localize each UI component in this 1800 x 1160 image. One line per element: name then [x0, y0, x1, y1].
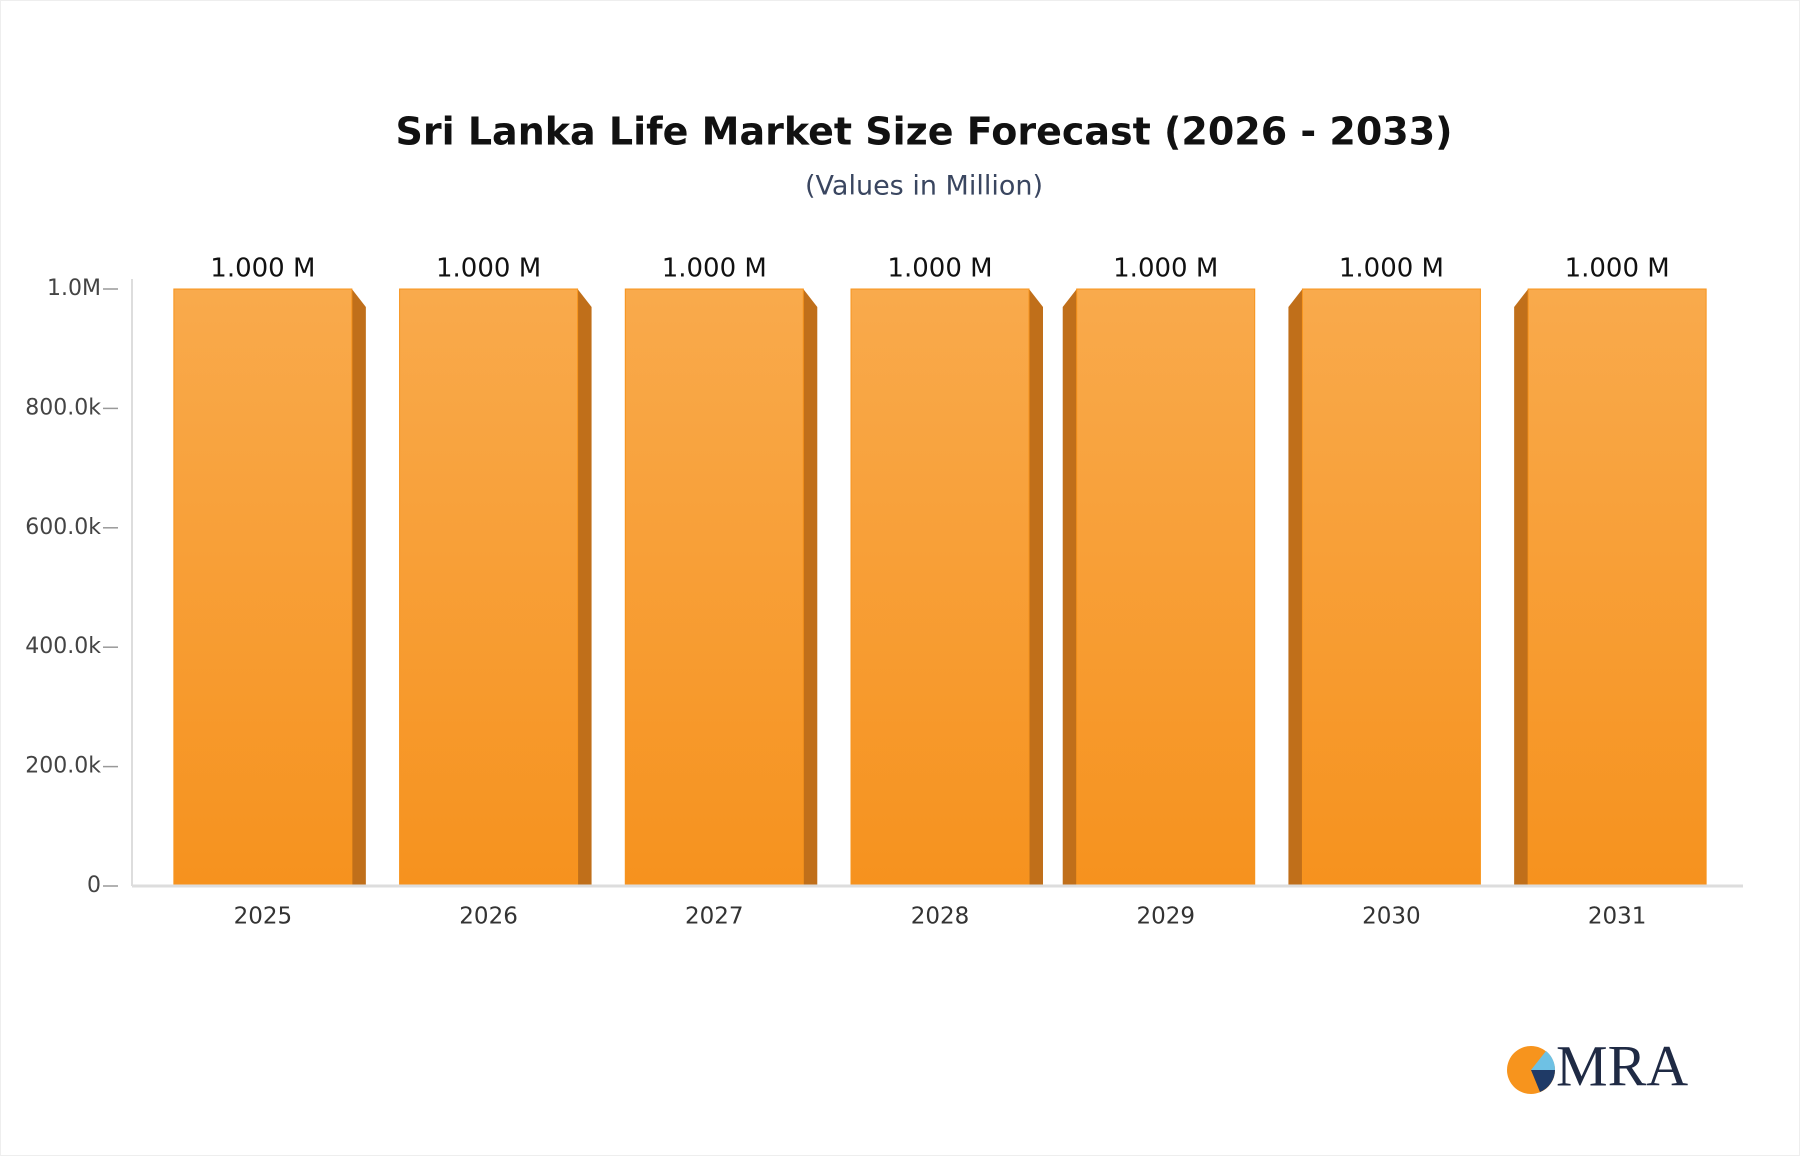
x-tick-label: 2031 [1588, 904, 1647, 930]
bar [1301, 288, 1481, 887]
x-tick-label: 2027 [685, 904, 744, 930]
logo-text: MRA [1556, 1033, 1688, 1098]
x-tick-label: 2026 [459, 904, 518, 930]
data-label: 1.000 M [887, 254, 992, 284]
y-tick-label: 400.0k [25, 634, 101, 659]
bar [1527, 288, 1707, 887]
logo: MRA [1507, 1033, 1688, 1098]
data-label: 1.000 M [1565, 254, 1670, 284]
y-tick-label: 800.0k [25, 395, 101, 420]
bar-side [803, 289, 818, 886]
logo-icon-slice [1531, 1070, 1555, 1092]
x-tick-label: 2028 [911, 904, 970, 930]
bar-side [351, 289, 366, 886]
y-tick-label: 200.0k [25, 754, 101, 779]
y-tick-label: 1.0M [47, 276, 101, 301]
data-label: 1.000 M [1113, 254, 1218, 284]
x-tick-label: 2025 [234, 904, 293, 930]
y-tick-label: 600.0k [25, 515, 101, 540]
bar [624, 288, 804, 887]
chart-title: Sri Lanka Life Market Size Forecast (202… [395, 110, 1452, 154]
bar [1076, 288, 1256, 887]
data-label: 1.000 M [436, 254, 541, 284]
bar [173, 288, 353, 887]
data-label: 1.000 M [662, 254, 767, 284]
bar-side [1288, 289, 1303, 886]
data-label: 1.000 M [1339, 254, 1444, 284]
x-tick-label: 2029 [1136, 904, 1195, 930]
bar [399, 288, 579, 887]
chart-subtitle: (Values in Million) [805, 171, 1043, 202]
bar-side [1062, 289, 1077, 886]
data-label: 1.000 M [210, 254, 315, 284]
bar-side [1029, 289, 1043, 886]
logo-icon-slice [1531, 1051, 1556, 1070]
y-tick-label: 0 [87, 873, 101, 898]
bar-side [1514, 289, 1529, 886]
bar-side [577, 289, 592, 886]
bar [850, 288, 1030, 887]
x-tick-label: 2030 [1362, 904, 1421, 930]
